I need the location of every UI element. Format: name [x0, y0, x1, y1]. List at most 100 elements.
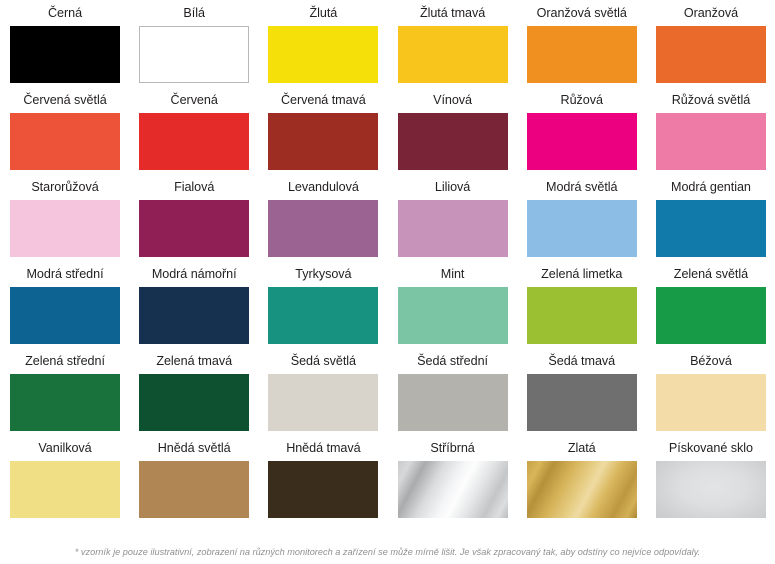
swatch-chip[interactable]	[139, 461, 250, 518]
swatch-cell[interactable]: Oranžová světlá	[526, 6, 656, 93]
swatch-chip[interactable]	[268, 113, 379, 170]
swatch-chip[interactable]	[397, 113, 508, 170]
swatch-label: Modrá námořní	[151, 267, 237, 281]
swatch-label: Modrá světlá	[546, 180, 618, 194]
swatch-label: Vanilková	[38, 441, 92, 455]
swatch-chip[interactable]	[655, 287, 766, 344]
swatch-cell[interactable]: Zelená světlá	[655, 267, 775, 354]
swatch-cell[interactable]: Bílá	[139, 6, 268, 93]
swatch-cell[interactable]: Fialová	[139, 180, 268, 267]
swatch-label: Zelená tmavá	[156, 354, 233, 368]
swatch-chip[interactable]	[268, 461, 379, 518]
swatch-label: Zelená světlá	[673, 267, 749, 281]
swatch-cell[interactable]: Mint	[397, 267, 527, 354]
swatch-cell[interactable]: Vanilková	[10, 441, 139, 528]
swatch-label: Žlutá tmavá	[419, 6, 486, 20]
swatch-cell[interactable]: Stříbrná	[397, 441, 527, 528]
swatch-chip[interactable]	[655, 200, 766, 257]
swatch-label: Liliová	[434, 180, 471, 194]
swatch-chip[interactable]	[10, 287, 120, 344]
swatch-label: Vínová	[433, 93, 473, 107]
swatch-chip[interactable]	[268, 374, 379, 431]
swatch-cell[interactable]: Šedá světlá	[268, 354, 397, 441]
swatch-chip[interactable]	[526, 287, 637, 344]
swatch-cell[interactable]: Liliová	[397, 180, 527, 267]
swatch-chip[interactable]	[397, 287, 508, 344]
swatch-label: Černá	[47, 6, 83, 20]
swatch-cell[interactable]: Oranžová	[655, 6, 775, 93]
swatch-cell[interactable]: Vínová	[397, 93, 527, 180]
swatch-label: Oranžová	[683, 6, 739, 20]
swatch-label: Starorůžová	[31, 180, 99, 194]
swatch-chip[interactable]	[139, 26, 250, 83]
swatch-cell[interactable]: Pískované sklo	[655, 441, 775, 528]
swatch-cell[interactable]: Tyrkysová	[268, 267, 397, 354]
swatch-cell[interactable]: Růžová světlá	[655, 93, 775, 180]
swatch-label: Šedá střední	[417, 354, 488, 368]
swatch-chip[interactable]	[139, 113, 250, 170]
swatch-cell[interactable]: Modrá střední	[10, 267, 139, 354]
swatch-cell[interactable]: Hnědá tmavá	[268, 441, 397, 528]
swatch-label: Pískované sklo	[668, 441, 753, 455]
swatch-cell[interactable]: Béžová	[655, 354, 775, 441]
swatch-label: Zelená limetka	[541, 267, 623, 281]
swatch-chip[interactable]	[397, 26, 508, 83]
swatch-chip[interactable]	[268, 287, 379, 344]
swatch-cell[interactable]: Žlutá	[268, 6, 397, 93]
swatch-chip[interactable]	[10, 461, 120, 518]
swatch-chip[interactable]	[526, 26, 637, 83]
swatch-chip[interactable]	[10, 200, 120, 257]
swatch-chip[interactable]	[526, 200, 637, 257]
swatch-cell[interactable]: Zlatá	[526, 441, 656, 528]
swatch-chip[interactable]	[655, 113, 766, 170]
swatch-chip[interactable]	[10, 26, 120, 83]
swatch-label: Zelená střední	[25, 354, 105, 368]
swatch-chip[interactable]	[397, 200, 508, 257]
swatch-cell[interactable]: Červená světlá	[10, 93, 139, 180]
swatch-label: Hnědá tmavá	[286, 441, 361, 455]
swatch-chip[interactable]	[268, 200, 379, 257]
swatch-chip[interactable]	[655, 461, 766, 518]
swatch-chip[interactable]	[655, 26, 766, 83]
swatch-cell[interactable]: Zelená střední	[10, 354, 139, 441]
swatch-chip[interactable]	[526, 461, 637, 518]
swatch-label: Růžová světlá	[671, 93, 751, 107]
swatch-label: Šedá tmavá	[548, 354, 616, 368]
swatch-chip[interactable]	[655, 374, 766, 431]
swatch-cell[interactable]: Žlutá tmavá	[397, 6, 527, 93]
swatch-label: Červená tmavá	[281, 93, 366, 107]
swatch-chip[interactable]	[139, 200, 250, 257]
swatch-chip[interactable]	[526, 374, 637, 431]
swatch-cell[interactable]: Růžová	[526, 93, 656, 180]
swatch-label: Zlatá	[567, 441, 596, 455]
swatch-chip[interactable]	[139, 374, 250, 431]
swatch-cell[interactable]: Červená tmavá	[268, 93, 397, 180]
swatch-cell[interactable]: Černá	[10, 6, 139, 93]
swatch-cell[interactable]: Červená	[139, 93, 268, 180]
swatch-label: Fialová	[174, 180, 215, 194]
swatch-cell[interactable]: Levandulová	[268, 180, 397, 267]
swatch-label: Mint	[440, 267, 465, 281]
swatch-cell[interactable]: Modrá námořní	[139, 267, 268, 354]
swatch-cell[interactable]: Zelená limetka	[526, 267, 656, 354]
swatch-chip[interactable]	[268, 26, 379, 83]
swatch-cell[interactable]: Šedá tmavá	[526, 354, 656, 441]
swatch-cell[interactable]: Modrá gentian	[655, 180, 775, 267]
swatch-label: Červená světlá	[23, 93, 107, 107]
swatch-grid: Černá Bílá Žlutá Žlutá tmavá Oranžová světlá…	[10, 6, 775, 528]
swatch-label: Hnědá světlá	[157, 441, 231, 455]
swatch-cell[interactable]: Šedá střední	[397, 354, 527, 441]
swatch-chip[interactable]	[10, 374, 120, 431]
swatch-label: Oranžová světlá	[536, 6, 627, 20]
swatch-chip[interactable]	[397, 461, 508, 518]
swatch-label: Béžová	[690, 354, 732, 368]
swatch-cell[interactable]: Starorůžová	[10, 180, 139, 267]
swatch-chip[interactable]	[10, 113, 120, 170]
swatch-label: Žlutá	[309, 6, 338, 20]
swatch-chip[interactable]	[526, 113, 637, 170]
swatch-chip[interactable]	[139, 287, 250, 344]
swatch-cell[interactable]: Modrá světlá	[526, 180, 656, 267]
swatch-chip[interactable]	[397, 374, 508, 431]
swatch-cell[interactable]: Hnědá světlá	[139, 441, 268, 528]
swatch-cell[interactable]: Zelená tmavá	[139, 354, 268, 441]
